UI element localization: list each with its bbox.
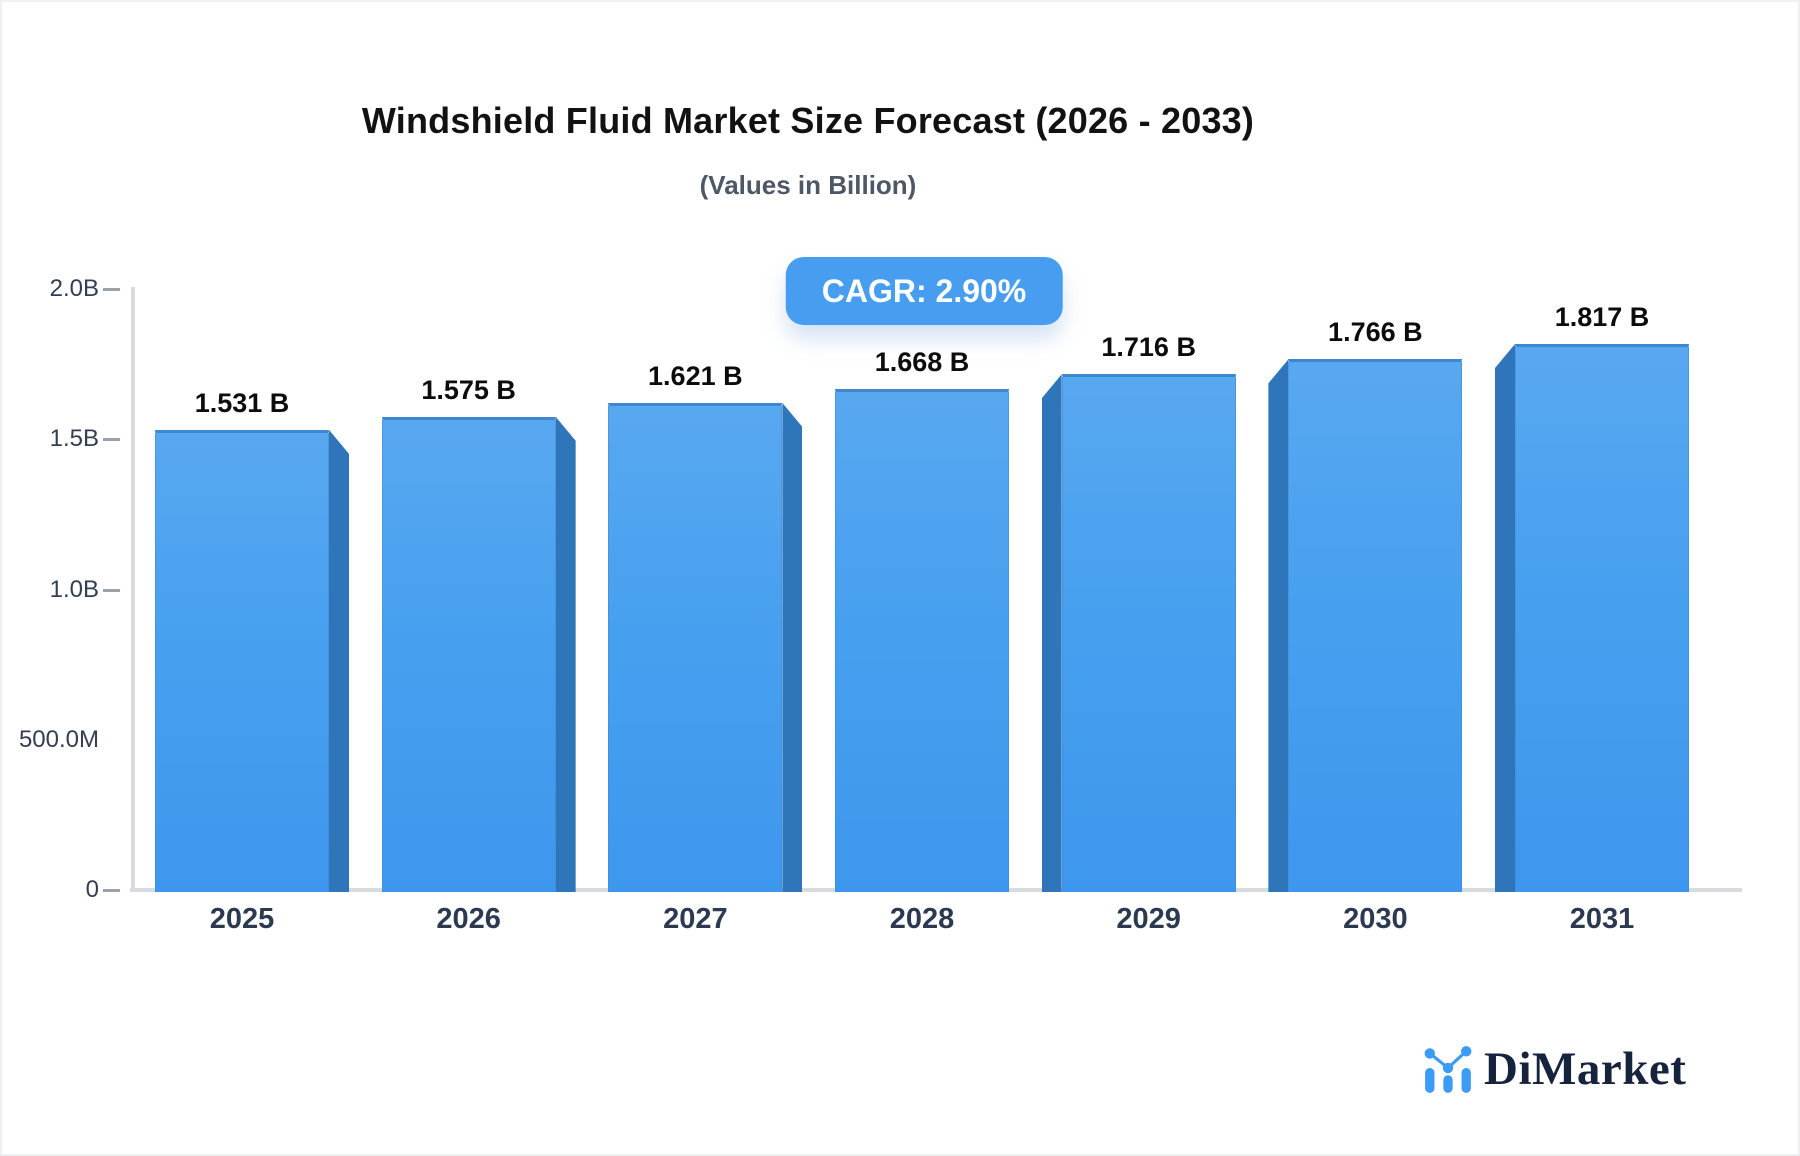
bar-side-panel xyxy=(555,416,576,892)
bar-2031[interactable] xyxy=(1515,343,1690,892)
bar-2029[interactable] xyxy=(1061,374,1236,892)
chart-title: Windshield Fluid Market Size Forecast (2… xyxy=(361,100,1255,141)
bar-value-label: 1.817 B xyxy=(1554,301,1650,332)
bar-2028[interactable] xyxy=(835,388,1009,892)
y-tick-label: 2.0B xyxy=(49,275,99,302)
bar-2030[interactable] xyxy=(1288,359,1463,892)
x-axis-label-2026: 2026 xyxy=(436,903,501,935)
x-axis-label-2028: 2028 xyxy=(889,903,955,935)
bar-2026[interactable] xyxy=(381,416,556,892)
y-axis-line xyxy=(131,287,135,892)
bar-value-label: 1.575 B xyxy=(421,374,516,405)
bar-value-label: 1.531 B xyxy=(194,387,290,418)
x-axis-label-2031: 2031 xyxy=(1569,903,1635,935)
bar-value-label: 1.766 B xyxy=(1328,317,1423,348)
brand-name: DiMarket xyxy=(1484,1043,1687,1095)
chart-subtitle: (Values in Billion) xyxy=(699,170,917,200)
y-tick-mark xyxy=(103,288,120,291)
x-axis-label-2029: 2029 xyxy=(1116,903,1181,935)
bar-value-label: 1.621 B xyxy=(648,360,743,391)
bar-side-panel xyxy=(1041,374,1062,892)
y-tick-mark xyxy=(103,438,120,442)
x-axis-label-2025: 2025 xyxy=(209,903,275,935)
bar-chart-logo-icon xyxy=(1424,1046,1472,1093)
y-tick-label: 1.0B xyxy=(49,575,99,603)
y-tick-label: 1.5B xyxy=(49,425,99,453)
cagr-badge: CAGR: 2.90% xyxy=(785,257,1063,325)
bar-value-label: 1.668 B xyxy=(874,346,970,377)
bar-2025[interactable] xyxy=(155,429,329,892)
y-tick-mark xyxy=(103,588,120,592)
y-tick-label: 500.0M xyxy=(18,725,99,753)
bar-side-panel xyxy=(1268,359,1289,892)
y-tick-label: 0 xyxy=(85,876,99,903)
x-axis-label-2030: 2030 xyxy=(1343,903,1408,935)
y-tick-mark xyxy=(103,889,120,892)
bar-2027[interactable] xyxy=(608,402,783,892)
bar-value-label: 1.716 B xyxy=(1101,332,1196,363)
x-axis-label-2027: 2027 xyxy=(663,903,728,935)
bar-side-panel xyxy=(1495,343,1516,892)
brand-logo: DiMarket xyxy=(1422,1042,1686,1096)
bar-side-panel xyxy=(782,402,803,892)
bar-side-panel xyxy=(329,429,349,892)
